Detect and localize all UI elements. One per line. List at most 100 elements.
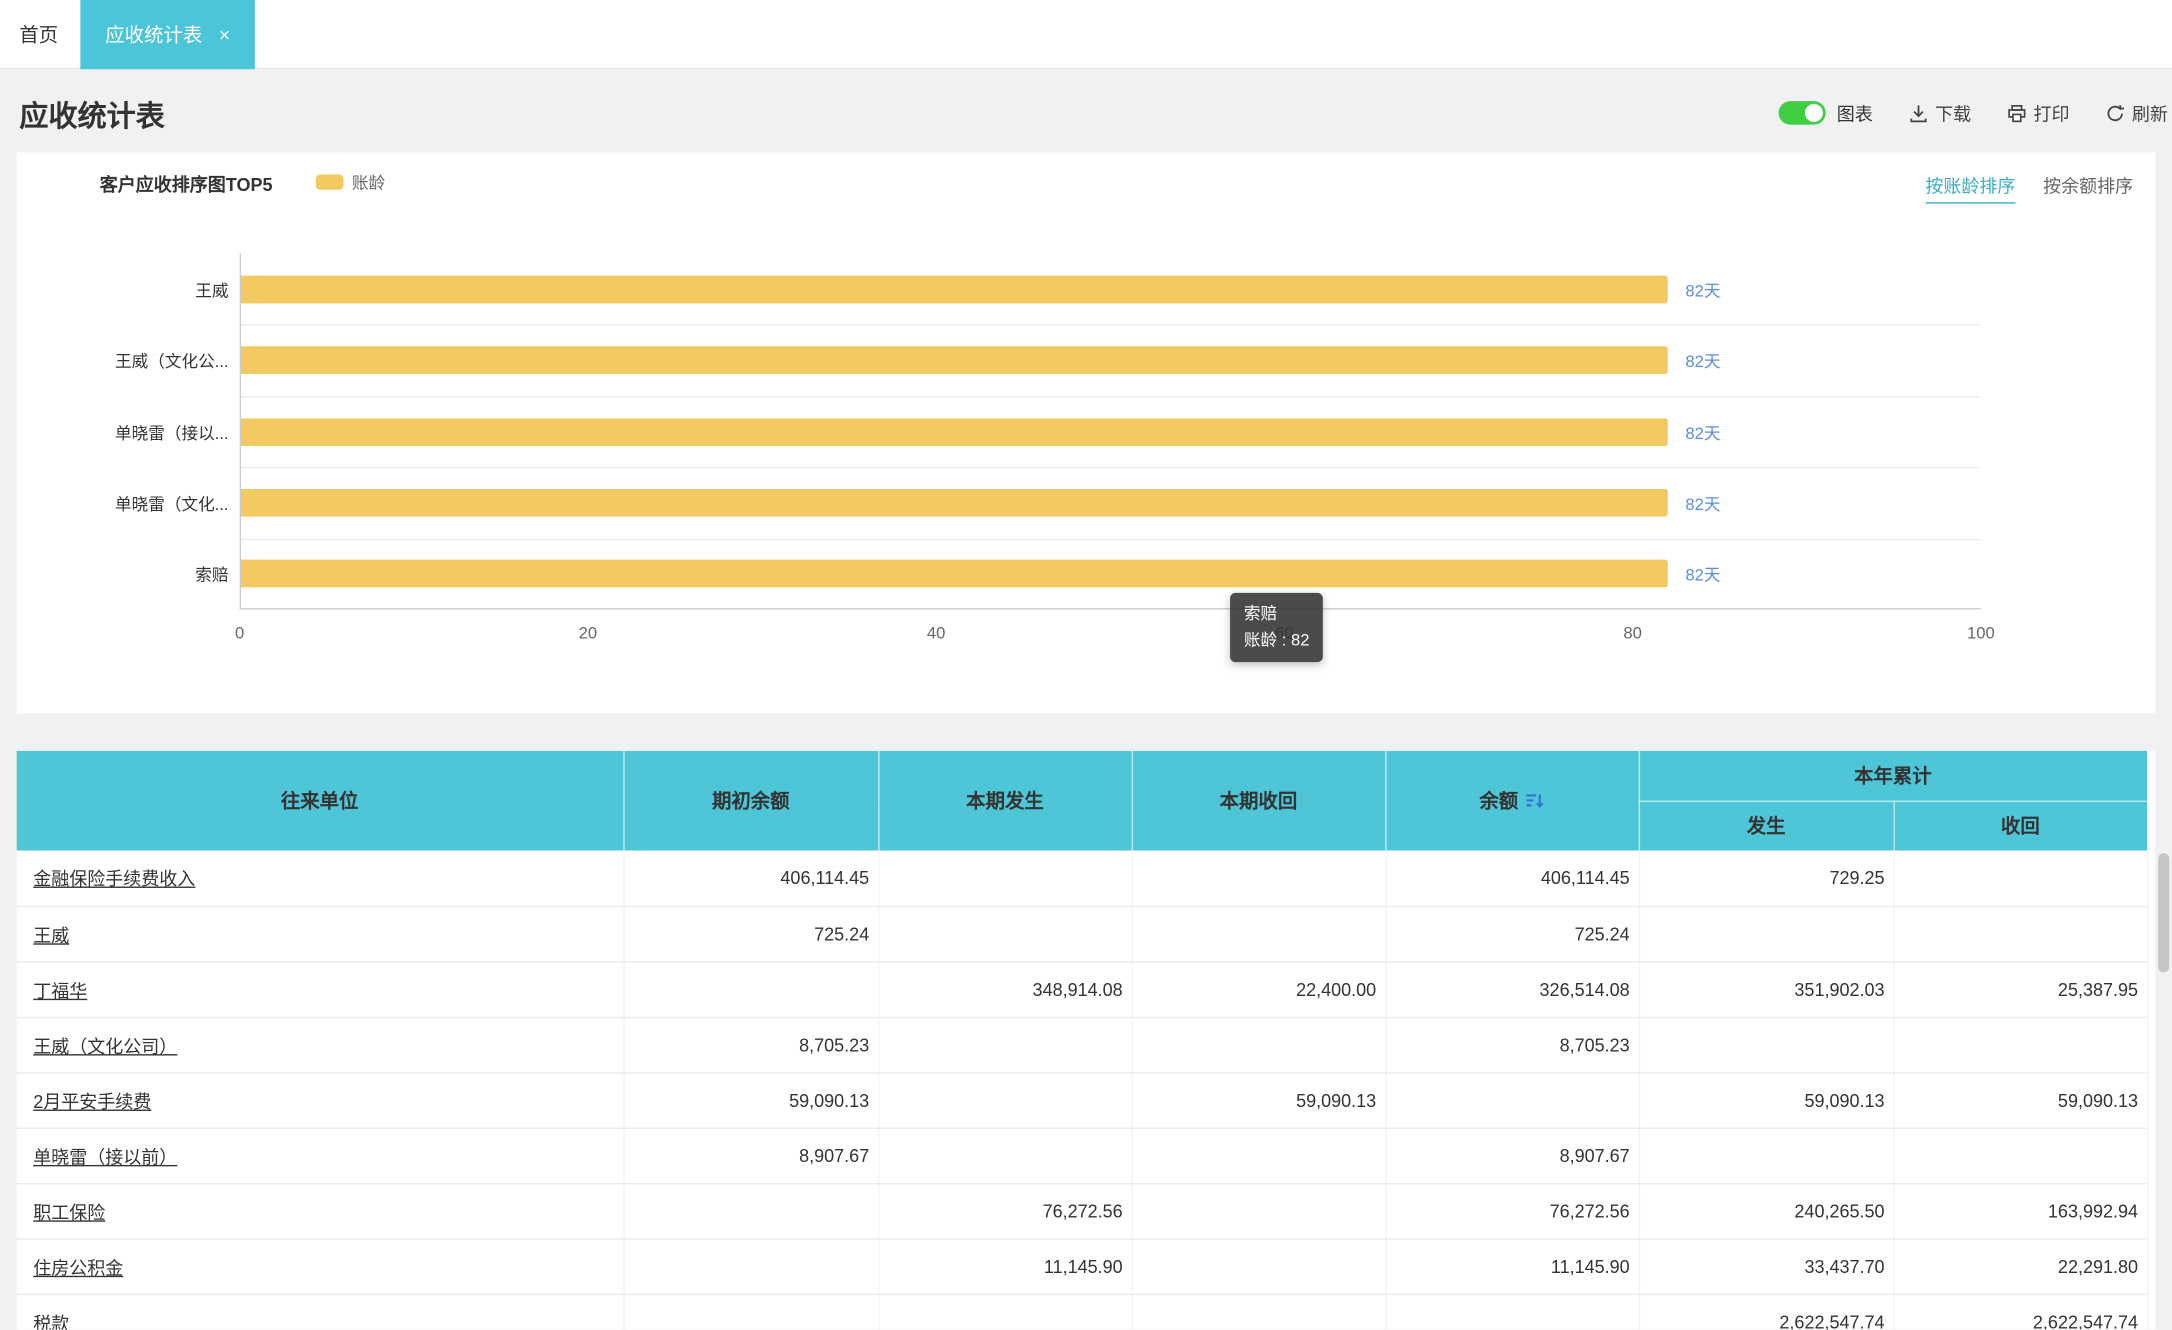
- balance-cell: [1385, 1293, 1640, 1330]
- opening-balance-cell: 8,907.67: [623, 1127, 879, 1184]
- ytd-received-cell: [1893, 1127, 2148, 1184]
- period-received-cell: 22,400.00: [1131, 961, 1386, 1018]
- ytd-received-cell: 2,622,547.74: [1893, 1293, 2148, 1330]
- table-row: 王威（文化公司） 8,705.23 8,705.23: [16, 1016, 2148, 1073]
- unit-cell: 金融保险手续费收入: [16, 850, 625, 907]
- download-icon: [1910, 104, 1927, 122]
- unit-link[interactable]: 王威（文化公司）: [33, 1035, 178, 1057]
- unit-cell: 王威（文化公司）: [16, 1016, 625, 1073]
- unit-link[interactable]: 职工保险: [33, 1201, 106, 1223]
- vertical-scrollbar-thumb[interactable]: [2158, 853, 2170, 973]
- download-label: 下载: [1935, 103, 1972, 125]
- chart-category-label: 索赔: [195, 565, 229, 585]
- period-incurred-cell: 348,914.08: [878, 961, 1133, 1018]
- table-row: 职工保险 76,272.56 76,272.56 240,265.50 163,992.…: [16, 1182, 2148, 1240]
- chart-x-tick: 100: [1966, 623, 1995, 643]
- sort-tab-by-balance[interactable]: 按余额排序: [2043, 175, 2134, 197]
- unit-link[interactable]: 丁福华: [33, 980, 88, 1001]
- chart-bar[interactable]: [241, 488, 1668, 517]
- header-ytd-received: 收回: [1893, 800, 2148, 851]
- tab-receivable-stats[interactable]: 应收统计表 ×: [80, 0, 256, 70]
- chart-title: 客户应收排序图TOP5: [99, 174, 273, 196]
- unit-link[interactable]: 单晓雷（接以前）: [33, 1146, 178, 1168]
- refresh-button[interactable]: 刷新: [2106, 100, 2168, 126]
- header-period-incurred: 本期发生: [878, 750, 1133, 851]
- ytd-incurred-cell: 240,265.50: [1638, 1182, 1895, 1240]
- download-button[interactable]: 下载: [1909, 100, 1971, 126]
- chart-category-label: 王威（文化公...: [114, 351, 229, 372]
- unit-link[interactable]: 2月平安手续费: [33, 1090, 152, 1112]
- period-incurred-cell: [878, 905, 1133, 963]
- chart-category-label: 单晓雷（文化...: [114, 494, 229, 514]
- unit-link[interactable]: 住房公积金: [33, 1257, 124, 1278]
- unit-link[interactable]: 金融保险手续费收入: [33, 868, 196, 890]
- sort-tabs: 按账龄排序 按余额排序: [1925, 172, 2133, 204]
- balance-cell: 76,272.56: [1385, 1182, 1640, 1240]
- ytd-received-cell: [1893, 905, 2148, 963]
- chart-gridline: [241, 538, 1981, 540]
- print-label: 打印: [2033, 103, 2070, 125]
- tab-close-icon[interactable]: ×: [218, 23, 231, 46]
- unit-cell: 2月平安手续费: [16, 1072, 625, 1129]
- print-button[interactable]: 打印: [2007, 100, 2070, 126]
- ytd-incurred-cell: 351,902.03: [1638, 961, 1895, 1018]
- chart-toggle-group: 图表: [1778, 100, 1873, 126]
- period-incurred-cell: 76,272.56: [878, 1182, 1133, 1240]
- chart-bar[interactable]: [241, 346, 1668, 375]
- ytd-incurred-cell: 2,622,547.74: [1638, 1293, 1895, 1330]
- chart-bar[interactable]: [241, 275, 1668, 303]
- chart-toggle[interactable]: [1778, 101, 1826, 125]
- ytd-received-cell: 163,992.94: [1893, 1182, 2148, 1240]
- table-row: 住房公积金 11,145.90 11,145.90 33,437.70 22,291.8…: [16, 1238, 2148, 1295]
- unit-link[interactable]: 王威: [33, 924, 70, 946]
- tab-home[interactable]: 首页: [19, 23, 59, 46]
- toolbar: 图表 下载 打印 刷新: [1778, 100, 2168, 126]
- sort-tab-by-age[interactable]: 按账龄排序: [1925, 172, 2016, 204]
- table-row: 金融保险手续费收入 406,114.45 406,114.45 729.25: [16, 850, 2148, 907]
- chart-bar[interactable]: [241, 560, 1668, 588]
- chart-x-tick: 0: [235, 623, 245, 643]
- unit-link[interactable]: 税款: [33, 1312, 70, 1330]
- balance-cell: 8,907.67: [1385, 1127, 1640, 1184]
- opening-balance-cell: 59,090.13: [623, 1072, 879, 1129]
- legend-item[interactable]: 账龄: [315, 170, 386, 194]
- unit-cell: 单晓雷（接以前）: [16, 1127, 625, 1184]
- legend-swatch: [315, 174, 344, 190]
- period-received-cell: [1131, 1238, 1386, 1295]
- balance-label: 余额: [1479, 789, 1519, 812]
- period-incurred-cell: [878, 1127, 1133, 1184]
- ytd-incurred-cell: 59,090.13: [1638, 1072, 1895, 1129]
- balance-sort-icon[interactable]: [1525, 792, 1544, 810]
- chart-x-tick: 40: [926, 623, 946, 643]
- balance-cell: 406,114.45: [1385, 850, 1640, 907]
- legend-label: 账龄: [351, 173, 386, 193]
- chart-bar-label: 82天: [1685, 494, 1721, 514]
- chart-bar[interactable]: [241, 417, 1668, 446]
- opening-balance-cell: [623, 1293, 879, 1330]
- period-received-cell: 59,090.13: [1131, 1072, 1386, 1129]
- page-title: 应收统计表: [19, 101, 165, 133]
- data-table: 往来单位 期初余额 本期发生 本期收回 余额 本年累计: [16, 750, 2148, 1330]
- table-panel: 往来单位 期初余额 本期发生 本期收回 余额 本年累计: [16, 750, 2156, 1330]
- tooltip-title: 索赔: [1243, 603, 1278, 624]
- chart-bar-label: 82天: [1685, 423, 1721, 443]
- balance-cell: 11,145.90: [1385, 1238, 1640, 1295]
- period-received-cell: [1131, 1127, 1386, 1184]
- opening-balance-cell: 406,114.45: [623, 850, 879, 907]
- ytd-received-cell: 22,291.80: [1893, 1238, 2148, 1295]
- chart-gridline: [241, 395, 1981, 398]
- period-incurred-cell: 11,145.90: [878, 1238, 1133, 1295]
- unit-cell: 住房公积金: [16, 1238, 625, 1295]
- opening-balance-cell: [623, 961, 879, 1018]
- header-balance: 余额: [1385, 750, 1640, 851]
- table-row: 单晓雷（接以前） 8,907.67 8,907.67: [16, 1127, 2148, 1184]
- ytd-received-cell: 59,090.13: [1893, 1072, 2148, 1129]
- chart-gridline: [241, 324, 1981, 327]
- period-incurred-cell: [878, 850, 1133, 907]
- balance-cell: 8,705.23: [1385, 1016, 1640, 1073]
- header-ytd-incurred: 发生: [1638, 800, 1895, 851]
- period-received-cell: [1131, 1182, 1386, 1240]
- unit-cell: 王威: [16, 905, 625, 963]
- period-received-cell: [1131, 850, 1386, 907]
